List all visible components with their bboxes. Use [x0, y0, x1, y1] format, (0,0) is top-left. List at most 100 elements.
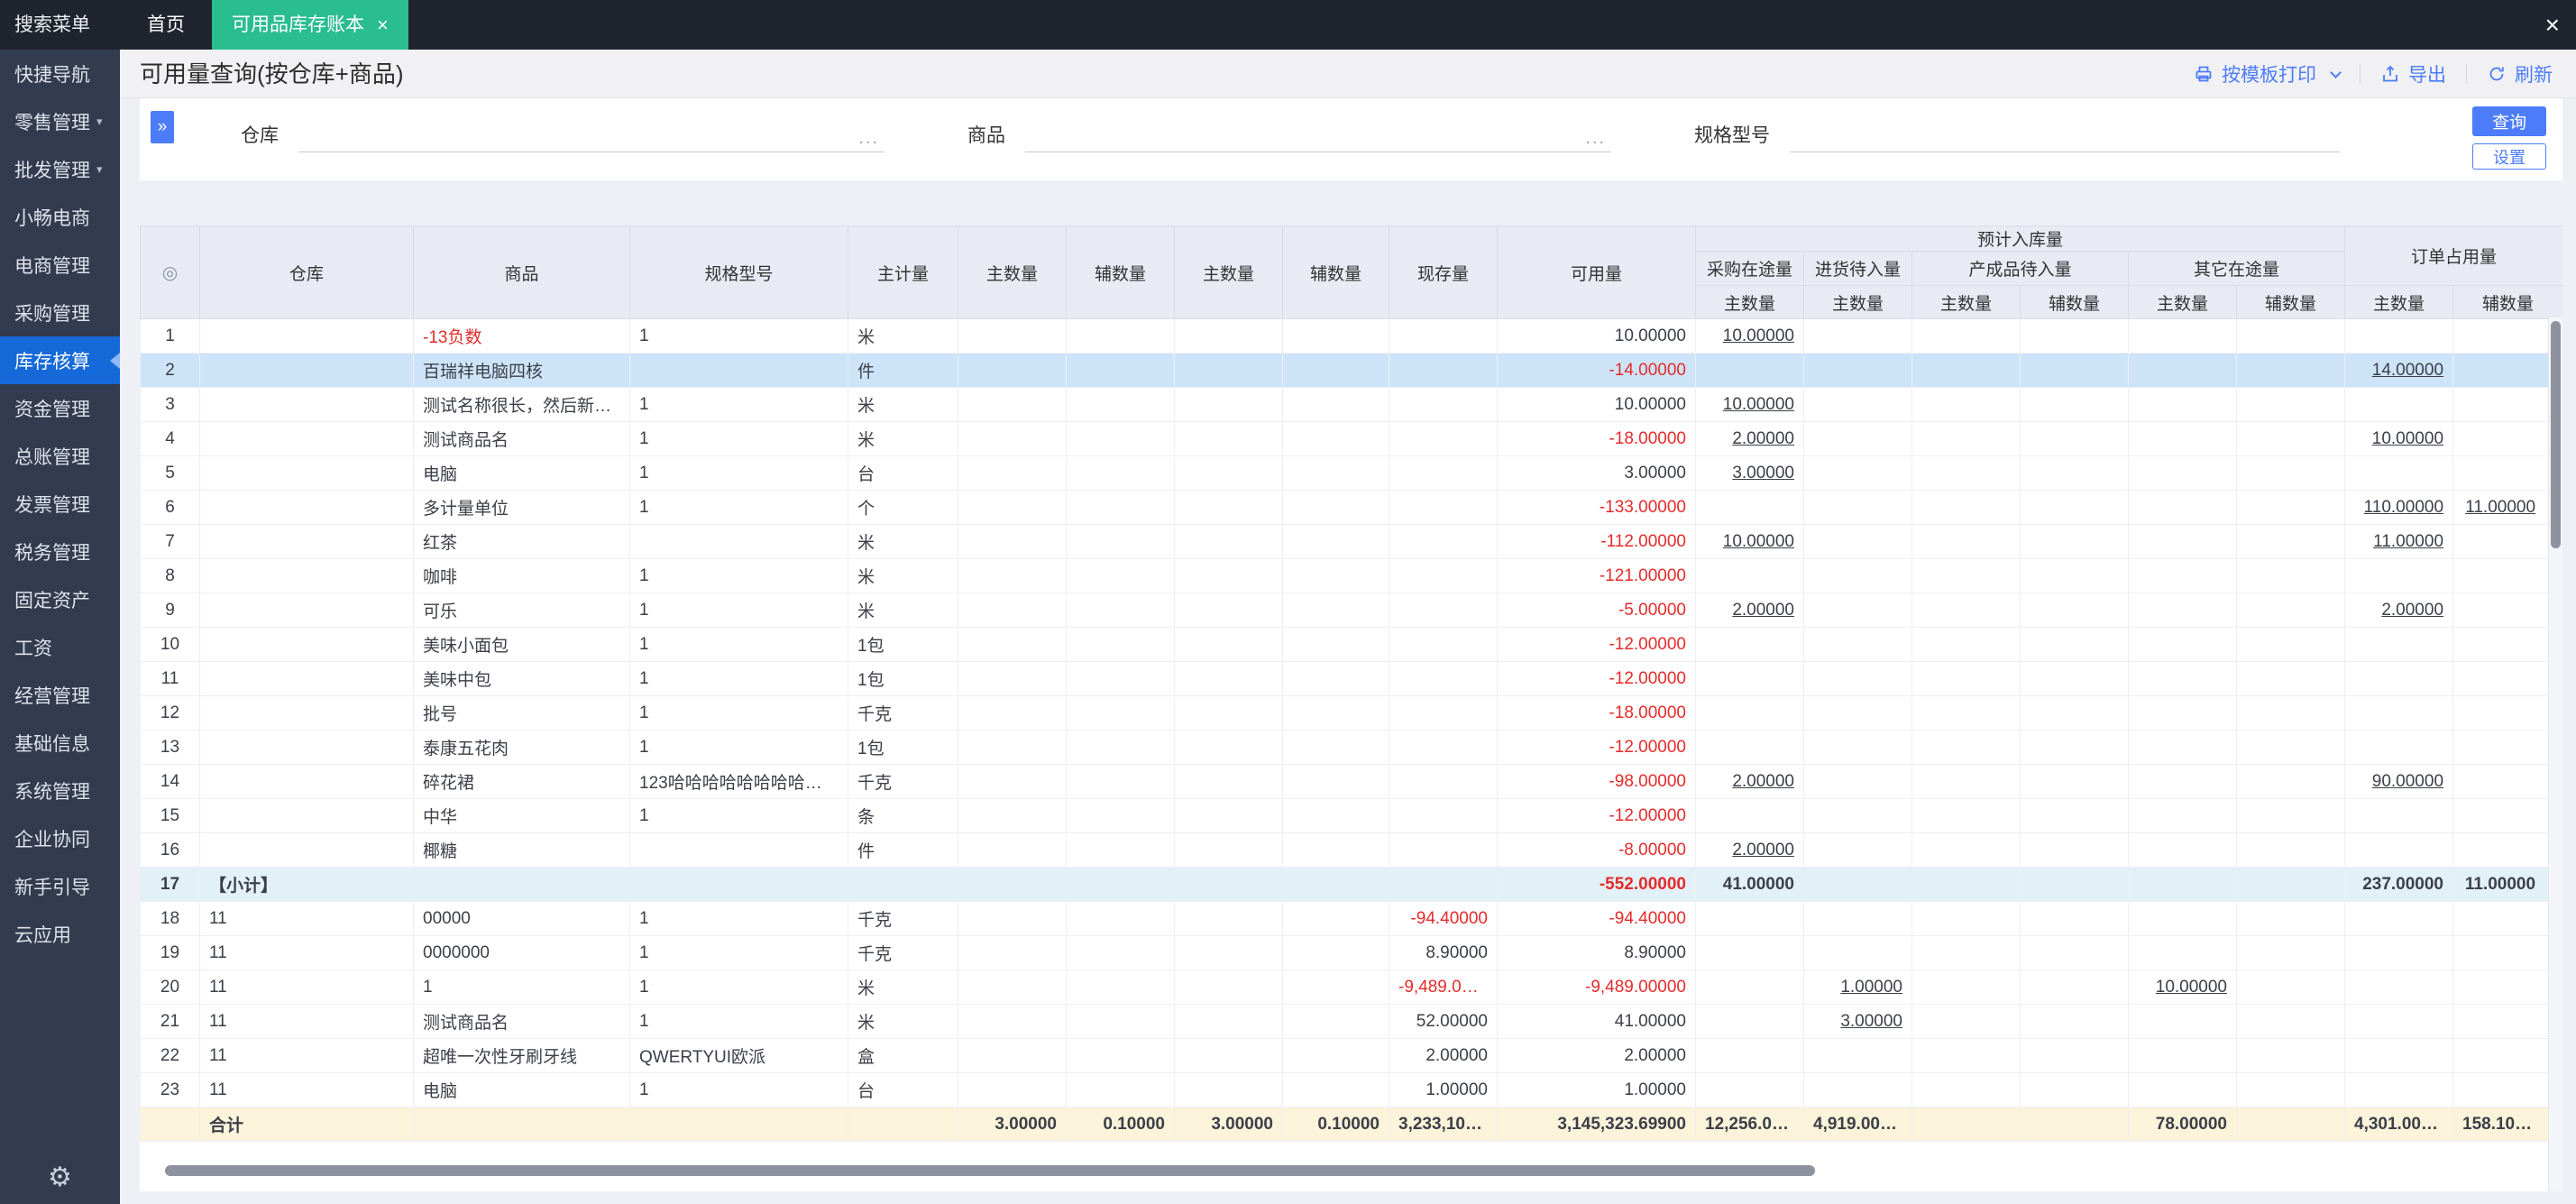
window-close-icon[interactable]: × — [2544, 11, 2560, 39]
table-row[interactable]: 14 碎花裙 123哈哈哈哈哈哈哈哈哈哈哈... 千克 -98.00000 2.00000… — [140, 764, 2562, 799]
sidebar-item[interactable]: 总账管理 — [0, 432, 120, 480]
table-row[interactable]: 5 电脑 1 台 3.00000 3.00000 — [140, 455, 2562, 491]
cell[interactable]: 3.00000 — [1695, 455, 1804, 491]
refresh-button[interactable]: 刷新 — [2487, 60, 2553, 87]
col-header-finished-pending[interactable]: 产成品待入量 — [1911, 251, 2129, 286]
cell[interactable]: 11.00000 — [2344, 524, 2454, 559]
tab-home[interactable]: 首页 — [147, 14, 185, 35]
table-total-row[interactable]: 合计 3.00000 0.10000 3.00000 0.10000 3,233,105.… — [140, 1107, 2562, 1142]
cell[interactable]: 2.00000 — [1695, 421, 1804, 456]
horizontal-scrollbar[interactable] — [140, 1164, 2548, 1177]
cell[interactable]: 2.00000 — [1695, 832, 1804, 868]
col-header-aux-qty[interactable]: 辅数量 — [1066, 225, 1175, 319]
cell[interactable]: 11.00000 — [2452, 490, 2562, 525]
cell[interactable]: 2.00000 — [2344, 593, 2454, 628]
table-row[interactable]: 4 测试商品名 1 米 -18.00000 2.00000 10.00000 — [140, 421, 2562, 456]
col-header-main-qty[interactable]: 主数量 — [2128, 285, 2237, 319]
sidebar-item[interactable]: 采购管理 — [0, 289, 120, 336]
col-header-incoming-pending[interactable]: 进货待入量 — [1803, 251, 1912, 286]
table-subtotal-row[interactable]: 17 【小计】 -552.00000 41.00000 237.00000 11.0000… — [140, 867, 2562, 902]
cell[interactable]: 2.00000 — [1695, 764, 1804, 799]
col-header-spec[interactable]: 规格型号 — [629, 225, 848, 319]
col-header-aux-qty[interactable]: 辅数量 — [2235, 285, 2346, 319]
col-header-main-qty[interactable]: 主数量 — [2344, 285, 2454, 319]
col-header-warehouse[interactable]: 仓库 — [199, 225, 414, 319]
table-row[interactable]: 13 泰康五花肉 1 1包 -12.00000 — [140, 730, 2562, 765]
product-picker-button[interactable]: ... — [1585, 128, 1606, 148]
sidebar-item[interactable]: 快捷导航 — [0, 50, 120, 97]
sidebar-item[interactable]: 基础信息 — [0, 719, 120, 767]
sidebar-item[interactable]: 新手引导 — [0, 862, 120, 910]
vertical-scrollbar-thumb[interactable] — [2551, 321, 2561, 548]
table-row[interactable]: 20 11 1 1 米 -9,489.000... -9,489.00000 1.00000 1… — [140, 970, 2562, 1005]
table-row[interactable]: 19 11 0000000 1 千克 8.90000 8.90000 — [140, 935, 2562, 970]
cell[interactable]: 10.00000 — [2128, 970, 2237, 1005]
sidebar-item[interactable]: 批发管理 ▾ — [0, 145, 120, 193]
cell[interactable]: 3.00000 — [1803, 1004, 1912, 1039]
sidebar-item[interactable]: 库存核算 — [0, 336, 120, 384]
product-input[interactable]: ... — [1025, 120, 1611, 152]
col-group-expected-inbound[interactable]: 预计入库量 — [1694, 225, 2346, 252]
spec-input[interactable] — [1790, 120, 2340, 152]
cell[interactable]: 14.00000 — [2344, 353, 2454, 388]
col-header-main-qty[interactable]: 主数量 — [1911, 285, 2021, 319]
collapse-filter-button[interactable]: » — [151, 111, 174, 143]
cell[interactable]: 10.00000 — [1695, 318, 1804, 354]
sidebar-item[interactable]: 系统管理 — [0, 767, 120, 814]
table-row[interactable]: 8 咖啡 1 米 -121.00000 — [140, 558, 2562, 593]
table-row[interactable]: 12 批号 1 千克 -18.00000 — [140, 695, 2562, 731]
sidebar-item[interactable]: 工资 — [0, 623, 120, 671]
warehouse-input[interactable]: ... — [298, 120, 885, 152]
col-header-main-qty[interactable]: 主数量 — [1695, 285, 1804, 319]
sidebar-item[interactable]: 税务管理 — [0, 528, 120, 575]
col-group-order-occupied[interactable]: 订单占用量 — [2344, 225, 2562, 286]
table-row[interactable]: 7 红茶 米 -112.00000 10.00000 11.00000 — [140, 524, 2562, 559]
chevron-down-icon[interactable] — [2330, 66, 2342, 78]
col-header-available[interactable]: 可用量 — [1497, 225, 1696, 319]
sidebar-item[interactable]: 企业协同 — [0, 814, 120, 862]
col-header-aux-qty[interactable]: 辅数量 — [2020, 285, 2129, 319]
cell[interactable]: 2.00000 — [1695, 593, 1804, 628]
sidebar-item[interactable]: 云应用 — [0, 910, 120, 958]
query-button[interactable]: 查询 — [2472, 106, 2546, 136]
cell[interactable]: 10.00000 — [1695, 387, 1804, 422]
cell[interactable]: 10.00000 — [2344, 421, 2454, 456]
export-button[interactable]: 导出 — [2380, 60, 2446, 87]
col-header-product[interactable]: 商品 — [413, 225, 630, 319]
table-row[interactable]: 22 11 超唯一次性牙刷牙线 QWERTYUI欧派盒 2.00000 2.00000 — [140, 1038, 2562, 1073]
horizontal-scrollbar-thumb[interactable] — [165, 1165, 1815, 1176]
sidebar-item[interactable]: 小畅电商 — [0, 193, 120, 241]
sidebar-item[interactable]: 资金管理 — [0, 384, 120, 432]
sidebar-item[interactable]: 经营管理 — [0, 671, 120, 719]
tab-close-icon[interactable]: × — [377, 13, 389, 36]
col-header-purchase-transit[interactable]: 采购在途量 — [1695, 251, 1804, 286]
cell[interactable]: 90.00000 — [2344, 764, 2454, 799]
sidebar-item[interactable]: 发票管理 — [0, 480, 120, 528]
col-header-main-qty[interactable]: 主数量 — [1803, 285, 1912, 319]
cell[interactable]: 110.00000 — [2344, 490, 2454, 525]
gear-icon[interactable]: ⚙ — [48, 1163, 72, 1192]
sidebar-item[interactable]: 电商管理 — [0, 241, 120, 289]
sidebar-item[interactable]: 零售管理 ▾ — [0, 97, 120, 145]
col-header-aux-qty[interactable]: 辅数量 — [2452, 285, 2562, 319]
table-row[interactable]: 21 11 测试商品名 1 米 52.00000 41.00000 3.00000 — [140, 1004, 2562, 1039]
vertical-scrollbar[interactable] — [2548, 317, 2562, 1191]
table-row[interactable]: 18 11 00000 1 千克 -94.40000 -94.40000 — [140, 901, 2562, 936]
table-row[interactable]: 11 美味中包 1 1包 -12.00000 — [140, 661, 2562, 696]
col-header-main-qty[interactable]: 主数量 — [1174, 225, 1283, 319]
table-row[interactable]: 23 11 电脑 1 台 1.00000 1.00000 — [140, 1072, 2562, 1107]
table-row[interactable]: 6 多计量单位 1 个 -133.00000 110.00000 11.00000 — [140, 490, 2562, 525]
table-row[interactable]: 15 中华 1 条 -12.00000 — [140, 798, 2562, 833]
table-row[interactable]: 2 百瑞祥电脑四核 件 -14.00000 14.00000 — [140, 353, 2562, 388]
print-by-template-button[interactable]: 按模板打印 — [2194, 60, 2342, 87]
sidebar-item[interactable]: 固定资产 — [0, 575, 120, 623]
col-header-main-unit[interactable]: 主计量 — [848, 225, 958, 319]
cell[interactable]: 1.00000 — [1803, 970, 1912, 1005]
col-header-stock[interactable]: 现存量 — [1389, 225, 1498, 319]
column-settings-icon[interactable]: ◎ — [140, 225, 200, 319]
table-row[interactable]: 1 -13负数 1 米 10.00000 10.00000 — [140, 318, 2562, 354]
table-row[interactable]: 9 可乐 1 米 -5.00000 2.00000 2.00000 — [140, 593, 2562, 628]
col-header-main-qty[interactable]: 主数量 — [958, 225, 1067, 319]
col-header-aux-qty[interactable]: 辅数量 — [1282, 225, 1389, 319]
